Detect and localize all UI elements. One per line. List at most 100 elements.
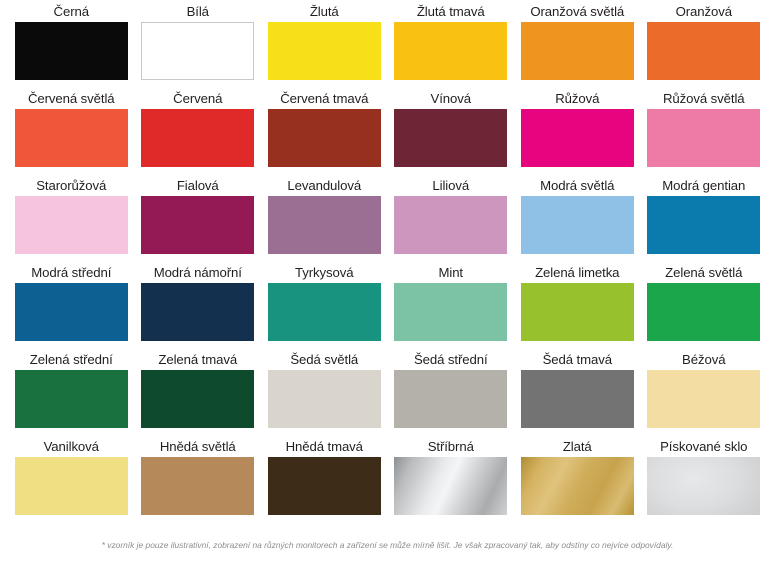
color-swatch-chip[interactable] (141, 22, 255, 80)
color-swatch-cell[interactable]: Růžová světlá (641, 87, 768, 174)
color-swatch-label: Starorůžová (36, 177, 107, 193)
color-swatch-cell[interactable]: Zelená tmavá (135, 348, 262, 435)
color-swatch-label: Šedá střední (413, 351, 488, 367)
color-swatch-label: Žlutá tmavá (416, 3, 485, 19)
color-swatch-chip[interactable] (647, 109, 761, 167)
color-swatch-cell[interactable]: Vanilková (8, 435, 135, 522)
color-swatch-chip[interactable] (267, 196, 381, 254)
color-swatch-cell[interactable]: Mint (388, 261, 515, 348)
color-swatch-cell[interactable]: Zlatá (514, 435, 641, 522)
color-swatch-chip[interactable] (267, 283, 381, 341)
color-swatch-label: Červená tmavá (280, 90, 369, 106)
color-swatch-chip[interactable] (14, 22, 128, 80)
color-swatch-label: Bílá (186, 3, 209, 19)
color-swatch-cell[interactable]: Šedá střední (388, 348, 515, 435)
color-swatch-cell[interactable]: Oranžová (641, 0, 768, 87)
color-swatch-cell[interactable]: Hnědá tmavá (261, 435, 388, 522)
color-swatch-label: Oranžová světlá (530, 3, 625, 19)
color-swatch-chip[interactable] (520, 22, 634, 80)
color-swatch-label: Vínová (430, 90, 472, 106)
color-swatch-cell[interactable]: Tyrkysová (261, 261, 388, 348)
color-swatch-chip[interactable] (14, 457, 128, 515)
color-swatch-cell[interactable]: Červená tmavá (261, 87, 388, 174)
color-swatch-label: Černá (53, 3, 90, 19)
color-swatch-cell[interactable]: Modrá střední (8, 261, 135, 348)
color-swatch-cell[interactable]: Liliová (388, 174, 515, 261)
color-swatch-chip[interactable] (141, 196, 255, 254)
color-swatch-cell[interactable]: Fialová (135, 174, 262, 261)
color-swatch-cell[interactable]: Oranžová světlá (514, 0, 641, 87)
color-swatch-label: Mint (438, 264, 463, 280)
color-swatch-chip[interactable] (520, 109, 634, 167)
color-swatch-label: Stříbrná (427, 438, 474, 454)
color-swatch-chip[interactable] (141, 109, 255, 167)
color-swatch-label: Růžová (555, 90, 600, 106)
color-swatch-chip[interactable] (647, 457, 761, 515)
color-swatch-cell[interactable]: Vínová (388, 87, 515, 174)
color-swatch-cell[interactable]: Červená světlá (8, 87, 135, 174)
color-swatch-cell[interactable]: Šedá světlá (261, 348, 388, 435)
color-swatch-chip[interactable] (394, 22, 508, 80)
color-swatch-chip[interactable] (14, 196, 128, 254)
color-swatch-chip[interactable] (394, 196, 508, 254)
color-swatch-label: Modrá námořní (153, 264, 242, 280)
color-swatch-chip[interactable] (647, 370, 761, 428)
color-swatch-label: Zelená tmavá (158, 351, 238, 367)
color-swatch-label: Fialová (176, 177, 219, 193)
color-swatch-chip[interactable] (520, 196, 634, 254)
color-swatch-label: Modrá gentian (662, 177, 746, 193)
color-swatch-chip[interactable] (647, 283, 761, 341)
color-swatch-cell[interactable]: Zelená světlá (641, 261, 768, 348)
color-swatch-label: Růžová světlá (662, 90, 745, 106)
color-swatch-cell[interactable]: Modrá světlá (514, 174, 641, 261)
color-swatch-label: Hnědá světlá (159, 438, 236, 454)
color-swatch-chip[interactable] (520, 370, 634, 428)
color-swatch-chip[interactable] (520, 283, 634, 341)
color-swatch-chip[interactable] (267, 22, 381, 80)
color-swatch-chip[interactable] (14, 283, 128, 341)
color-swatch-cell[interactable]: Zelená limetka (514, 261, 641, 348)
color-swatch-chip[interactable] (647, 22, 761, 80)
color-swatch-grid: Černá Bílá Žlutá Žlutá tmavá Oranžová světlá… (8, 0, 768, 522)
color-swatch-label: Zlatá (562, 438, 592, 454)
color-swatch-chip[interactable] (394, 457, 508, 515)
color-swatch-label: Hnědá tmavá (285, 438, 363, 454)
color-swatch-label: Pískované sklo (660, 438, 748, 454)
color-swatch-chip[interactable] (647, 196, 761, 254)
color-swatch-chip[interactable] (520, 457, 634, 515)
color-swatch-cell[interactable]: Béžová (641, 348, 768, 435)
color-swatch-chip[interactable] (14, 370, 128, 428)
color-swatch-chip[interactable] (267, 457, 381, 515)
color-swatch-cell[interactable]: Černá (8, 0, 135, 87)
color-swatch-cell[interactable]: Žlutá tmavá (388, 0, 515, 87)
color-swatch-cell[interactable]: Žlutá (261, 0, 388, 87)
color-swatch-chip[interactable] (394, 370, 508, 428)
color-swatch-cell[interactable]: Stříbrná (388, 435, 515, 522)
color-swatch-chip[interactable] (394, 109, 508, 167)
color-swatch-cell[interactable]: Starorůžová (8, 174, 135, 261)
color-swatch-chip[interactable] (141, 457, 255, 515)
color-swatch-label: Červená (173, 90, 223, 106)
color-swatch-cell[interactable]: Levandulová (261, 174, 388, 261)
color-swatch-chip[interactable] (141, 283, 255, 341)
color-swatch-cell[interactable]: Růžová (514, 87, 641, 174)
color-swatch-chip[interactable] (267, 109, 381, 167)
color-swatch-cell[interactable]: Zelená střední (8, 348, 135, 435)
color-swatch-cell[interactable]: Bílá (135, 0, 262, 87)
color-swatch-cell[interactable]: Šedá tmavá (514, 348, 641, 435)
color-swatch-label: Oranžová (675, 3, 732, 19)
color-swatch-chip[interactable] (14, 109, 128, 167)
color-swatch-chip[interactable] (141, 370, 255, 428)
color-swatch-chip[interactable] (394, 283, 508, 341)
color-swatch-cell[interactable]: Modrá gentian (641, 174, 768, 261)
color-swatch-label: Liliová (432, 177, 470, 193)
color-swatch-cell[interactable]: Červená (135, 87, 262, 174)
color-swatch-label: Zelená světlá (665, 264, 743, 280)
color-swatch-cell[interactable]: Modrá námořní (135, 261, 262, 348)
color-swatch-chip[interactable] (267, 370, 381, 428)
color-swatch-label: Žlutá (309, 3, 339, 19)
color-swatch-label: Béžová (682, 351, 726, 367)
color-swatch-cell[interactable]: Hnědá světlá (135, 435, 262, 522)
color-swatch-label: Šedá světlá (290, 351, 359, 367)
color-swatch-cell[interactable]: Pískované sklo (641, 435, 768, 522)
